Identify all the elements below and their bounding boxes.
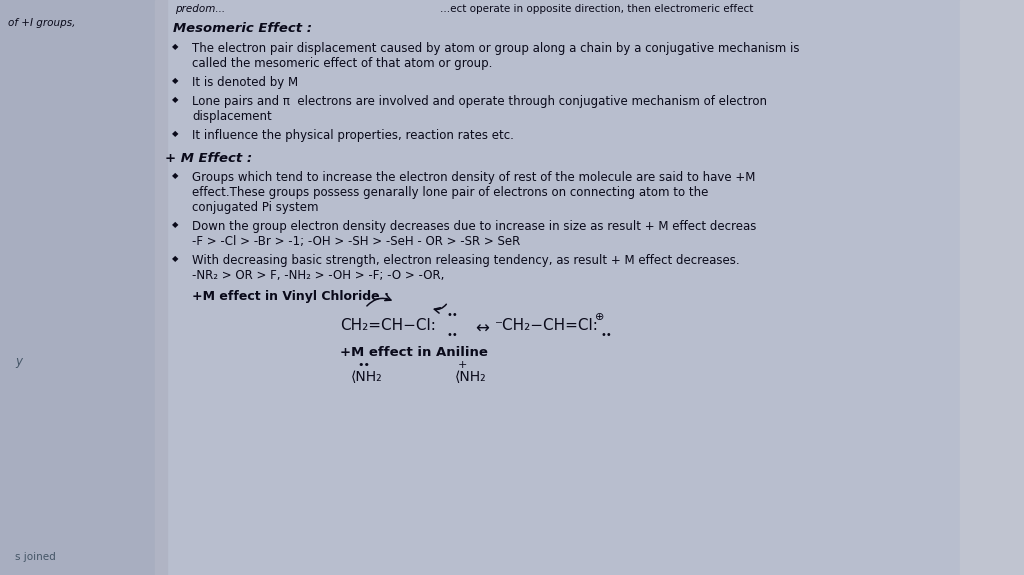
Text: ◆: ◆ <box>172 42 178 51</box>
Text: -F > -Cl > -Br > -1; -OH > -SH > -SeH - OR > -SR > SeR: -F > -Cl > -Br > -1; -OH > -SH > -SeH - … <box>193 235 520 248</box>
Text: It is denoted by M: It is denoted by M <box>193 76 298 89</box>
Text: -NR₂ > OR > F, -NH₂ > -OH > -F; -O > -OR,: -NR₂ > OR > F, -NH₂ > -OH > -F; -O > -OR… <box>193 269 444 282</box>
Text: ••: •• <box>447 330 459 340</box>
Text: CH₂=CH−Cl:: CH₂=CH−Cl: <box>340 318 436 333</box>
Text: ••: •• <box>357 360 370 370</box>
Text: ◆: ◆ <box>172 76 178 85</box>
Text: ••: •• <box>600 330 611 340</box>
Text: +M effect in Aniline: +M effect in Aniline <box>340 346 487 359</box>
Text: Down the group electron density decreases due to increase in size as result + M : Down the group electron density decrease… <box>193 220 757 233</box>
Text: displacement: displacement <box>193 110 271 123</box>
Text: ↔: ↔ <box>475 320 488 338</box>
Text: effect.These groups possess genarally lone pair of electrons on connecting atom : effect.These groups possess genarally lo… <box>193 186 709 199</box>
Text: ••: •• <box>447 310 459 320</box>
Text: It influence the physical properties, reaction rates etc.: It influence the physical properties, re… <box>193 129 514 142</box>
Bar <box>961 0 1024 575</box>
Text: ◆: ◆ <box>172 95 178 104</box>
Text: ⁻CH₂−CH=Cl:: ⁻CH₂−CH=Cl: <box>495 318 599 333</box>
Text: y: y <box>15 355 22 368</box>
Text: predom...: predom... <box>175 4 225 14</box>
Text: Groups which tend to increase the electron density of rest of the molecule are s: Groups which tend to increase the electr… <box>193 171 756 184</box>
Text: conjugated Pi system: conjugated Pi system <box>193 201 318 214</box>
Text: ◆: ◆ <box>172 171 178 180</box>
Text: ⟨NH₂: ⟨NH₂ <box>351 370 383 384</box>
Text: called the mesomeric effect of that atom or group.: called the mesomeric effect of that atom… <box>193 57 493 70</box>
Text: ...ect operate in opposite direction, then electromeric effect: ...ect operate in opposite direction, th… <box>440 4 754 14</box>
Text: of +I groups,: of +I groups, <box>8 18 76 28</box>
Text: Lone pairs and π  electrons are involved and operate through conjugative mechani: Lone pairs and π electrons are involved … <box>193 95 767 108</box>
Text: Mesomeric Effect :: Mesomeric Effect : <box>173 22 312 35</box>
Text: ◆: ◆ <box>172 254 178 263</box>
Text: The electron pair displacement caused by atom or group along a chain by a conjug: The electron pair displacement caused by… <box>193 42 800 55</box>
Bar <box>0 0 155 575</box>
Text: ◆: ◆ <box>172 129 178 138</box>
Text: With decreasing basic strength, electron releasing tendency, as result + M effec: With decreasing basic strength, electron… <box>193 254 739 267</box>
Text: +: + <box>458 360 467 370</box>
Text: +M effect in Vinyl Chloride :: +M effect in Vinyl Chloride : <box>193 290 389 303</box>
Text: s joined: s joined <box>15 552 55 562</box>
Text: ⊕: ⊕ <box>595 312 604 322</box>
Text: ⟨NH₂: ⟨NH₂ <box>455 370 486 384</box>
Text: ◆: ◆ <box>172 220 178 229</box>
Text: + M Effect :: + M Effect : <box>165 152 252 165</box>
Bar <box>155 0 167 575</box>
